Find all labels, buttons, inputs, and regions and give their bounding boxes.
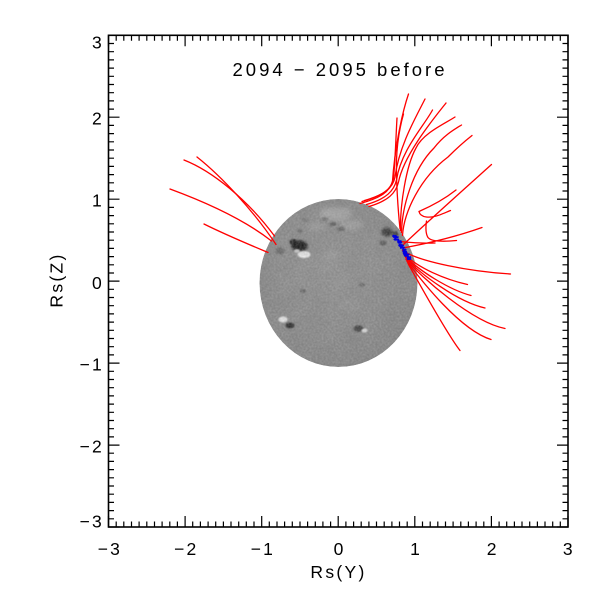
svg-text:0: 0 [92,273,104,293]
svg-text:0: 0 [334,539,346,559]
svg-text:−2: −2 [79,436,104,456]
svg-text:Rs(Z): Rs(Z) [47,252,67,307]
svg-text:−2: −2 [174,539,199,559]
svg-text:−1: −1 [79,355,104,375]
svg-text:3: 3 [563,539,575,559]
svg-text:2: 2 [487,539,499,559]
svg-text:2: 2 [92,108,104,128]
svg-text:−3: −3 [79,512,104,532]
svg-text:1: 1 [92,190,104,210]
svg-text:−3: −3 [98,539,123,559]
svg-text:3: 3 [92,32,104,52]
svg-text:Rs(Y): Rs(Y) [310,562,366,582]
svg-text:−1: −1 [251,539,276,559]
svg-text:1: 1 [410,539,422,559]
svg-text:2094 − 2095 before: 2094 − 2095 before [233,59,448,80]
